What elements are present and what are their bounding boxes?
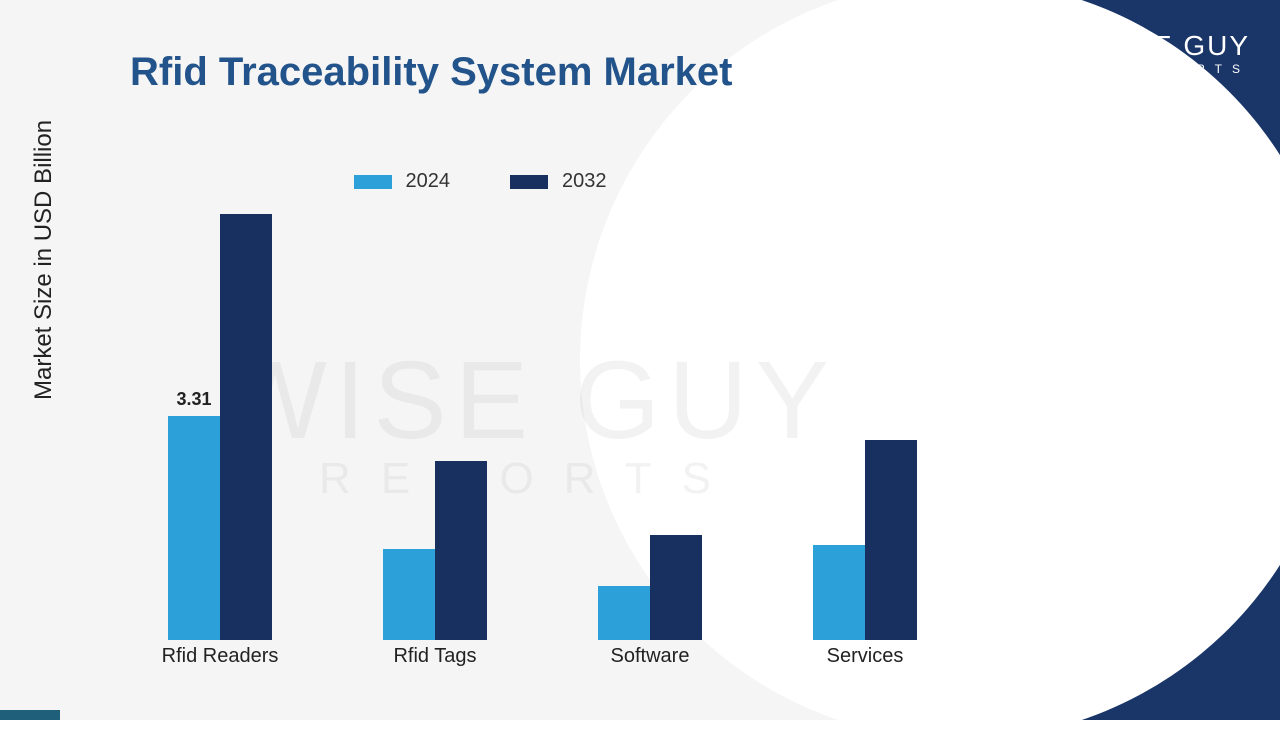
bar <box>435 461 487 640</box>
chart-title: Rfid Traceability System Market <box>130 50 732 95</box>
x-axis-tick-label: Rfid Tags <box>360 644 510 668</box>
accent-bar <box>0 710 60 720</box>
logo-bottom: REPORTS <box>1094 62 1250 76</box>
bar <box>865 440 917 640</box>
bar <box>598 586 650 640</box>
legend-label-2032: 2032 <box>562 170 607 193</box>
bar <box>168 416 220 640</box>
brand-logo: WISE GUY REPORTS <box>1094 30 1250 76</box>
bar-value-label: 3.31 <box>164 389 224 410</box>
bars-container: 3.31 <box>100 200 950 640</box>
x-axis-tick-label: Software <box>575 644 725 668</box>
y-axis-label: Market Size in USD Billion <box>30 120 58 400</box>
chart-legend: 2024 2032 <box>0 170 960 193</box>
bar <box>650 535 702 640</box>
legend-swatch-2024 <box>354 175 392 189</box>
chart-plot-area: 3.31 <box>100 200 950 640</box>
bar <box>220 214 272 640</box>
x-axis-tick-label: Services <box>790 644 940 668</box>
x-axis-tick-label: Rfid Readers <box>145 644 295 668</box>
legend-swatch-2032 <box>510 175 548 189</box>
legend-item-2024: 2024 <box>354 170 451 193</box>
bar <box>813 545 865 640</box>
legend-item-2032: 2032 <box>510 170 607 193</box>
logo-top: WISE GUY <box>1094 30 1250 62</box>
legend-label-2024: 2024 <box>406 170 451 193</box>
bar <box>383 549 435 640</box>
